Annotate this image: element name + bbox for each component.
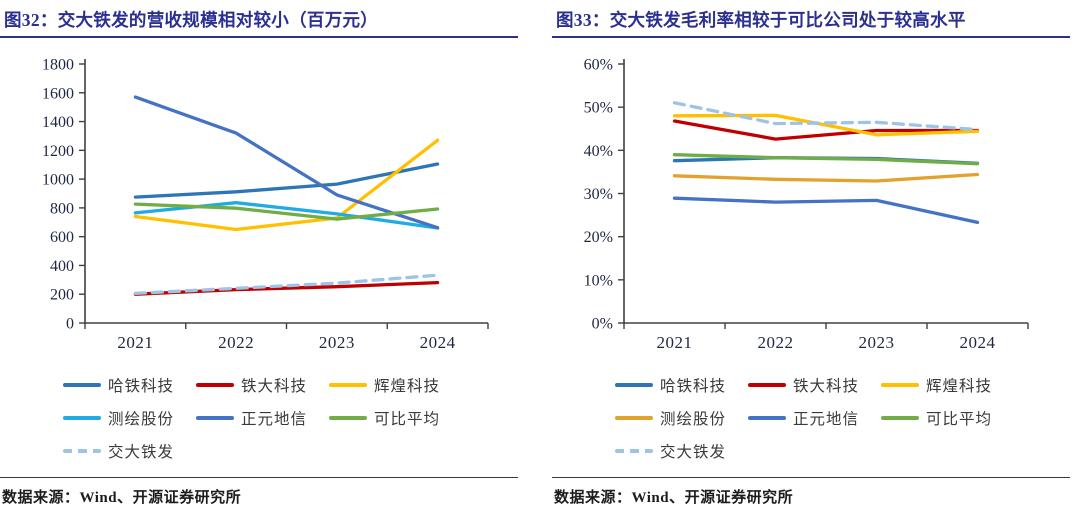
legend-label: 正元地信 <box>241 410 308 428</box>
legend-item: 正元地信 <box>196 401 329 434</box>
series-line <box>133 273 440 296</box>
series-line <box>133 95 440 230</box>
y-axis-tick-label: 40% <box>584 143 613 160</box>
y-axis-tick-label: 20% <box>584 229 613 246</box>
legend-line-swatch <box>329 415 367 420</box>
legend-item: 可比平均 <box>881 401 1014 434</box>
y-axis-tick-label: 10% <box>584 272 613 289</box>
legend-item: 测绘股份 <box>615 401 748 434</box>
legend-label: 测绘股份 <box>108 410 175 428</box>
x-axis-tick-label: 2021 <box>117 333 153 352</box>
legend-item: 交大铁发 <box>63 434 196 467</box>
series-line <box>672 196 980 225</box>
y-axis-tick-label: 60% <box>584 57 613 74</box>
revenue-chart-legend: 哈铁科技 铁大科技 辉煌科技测绘股份 正元地信 可比平均交大铁发 <box>63 368 465 467</box>
series-line <box>672 119 980 141</box>
legend-label: 铁大科技 <box>793 377 860 395</box>
y-axis-tick-label: 1000 <box>42 172 74 189</box>
legend-line-swatch <box>615 382 653 387</box>
series-line <box>672 172 980 183</box>
figure-33-panel: 图33：交大铁发毛利率相较于可比公司处于较高水平 0% 10% 20% 30% 40% 5… <box>540 0 1080 519</box>
revenue-line-chart: 0 200 400 600 800 1000 1200 1400 1600 1800 2021 202… <box>42 57 489 352</box>
legend-label: 铁大科技 <box>241 377 308 395</box>
figure-32-panel: 图32：交大铁发的营收规模相对较小（百万元） 0 200 400 600 800 1000… <box>0 10 518 506</box>
legend-line-swatch <box>329 382 367 387</box>
gross-margin-line-chart: 0% 10% 20% 30% 40% 50% 60% 2021 2022 2023 2024 <box>584 57 1029 352</box>
figure-33-title-rule <box>552 36 1070 38</box>
y-axis-tick-label: 50% <box>584 100 613 117</box>
legend-item: 哈铁科技 <box>63 368 196 401</box>
legend-item: 测绘股份 <box>63 401 196 434</box>
legend-item: 辉煌科技 <box>881 368 1014 401</box>
legend-line-swatch <box>615 415 653 420</box>
series-line <box>133 202 440 221</box>
series-line <box>133 280 440 296</box>
legend-line-swatch <box>881 415 919 420</box>
legend-line-swatch <box>748 382 786 387</box>
legend-item: 哈铁科技 <box>615 368 748 401</box>
legend-label: 可比平均 <box>926 410 993 428</box>
figure-32-title-rule <box>0 36 518 38</box>
y-axis-tick-label: 0% <box>592 316 613 333</box>
legend-label: 哈铁科技 <box>660 377 727 395</box>
y-axis-tick-label: 1800 <box>42 57 74 74</box>
y-axis-tick-label: 30% <box>584 186 613 203</box>
series-line <box>133 138 440 232</box>
y-axis-tick-label: 1200 <box>42 143 74 160</box>
series-line <box>133 162 440 199</box>
legend-line-swatch <box>615 448 653 453</box>
legend-label: 测绘股份 <box>660 410 727 428</box>
legend-item: 可比平均 <box>329 401 462 434</box>
x-axis-tick-label: 2022 <box>758 333 794 352</box>
figure-32-source-rule <box>0 477 518 478</box>
legend-line-swatch <box>63 415 101 420</box>
y-axis-tick-label: 600 <box>50 229 74 246</box>
legend-item: 铁大科技 <box>196 368 329 401</box>
series-line <box>672 113 980 137</box>
series-line <box>672 153 980 166</box>
legend-line-swatch <box>63 448 101 453</box>
y-axis-tick-label: 0 <box>66 316 74 333</box>
legend-item: 正元地信 <box>748 401 881 434</box>
y-axis-tick-label: 800 <box>50 200 74 217</box>
figure-32-data-source: 数据来源：Wind、开源证券研究所 <box>2 490 242 506</box>
y-axis-tick-label: 400 <box>50 258 74 275</box>
x-axis-tick-label: 2022 <box>218 333 254 352</box>
figure-33-title: 图33：交大铁发毛利率相较于可比公司处于较高水平 <box>556 10 966 30</box>
legend-label: 交大铁发 <box>660 443 727 461</box>
legend-line-swatch <box>196 382 234 387</box>
x-axis-tick-label: 2021 <box>657 333 693 352</box>
y-axis-tick-label: 1600 <box>42 85 74 102</box>
x-axis-tick-label: 2023 <box>319 333 355 352</box>
legend-label: 辉煌科技 <box>926 377 993 395</box>
legend-label: 正元地信 <box>793 410 860 428</box>
figure-33-data-source: 数据来源：Wind、开源证券研究所 <box>554 490 794 506</box>
figure-32-title: 图32：交大铁发的营收规模相对较小（百万元） <box>4 10 379 30</box>
x-axis-tick-label: 2024 <box>960 333 996 352</box>
figure-33-source-rule <box>552 477 1070 478</box>
x-axis-tick-label: 2024 <box>420 333 456 352</box>
y-axis-tick-label: 1400 <box>42 114 74 131</box>
legend-label: 可比平均 <box>374 410 441 428</box>
gross-margin-chart-legend: 哈铁科技 铁大科技 辉煌科技测绘股份 正元地信 可比平均交大铁发 <box>615 368 1017 467</box>
legend-line-swatch <box>748 415 786 420</box>
legend-label: 辉煌科技 <box>374 377 441 395</box>
x-axis-tick-label: 2023 <box>859 333 895 352</box>
legend-line-swatch <box>196 415 234 420</box>
legend-item: 辉煌科技 <box>329 368 462 401</box>
legend-label: 哈铁科技 <box>108 377 175 395</box>
y-axis-tick-label: 200 <box>50 287 74 304</box>
legend-item: 交大铁发 <box>615 434 748 467</box>
legend-item: 铁大科技 <box>748 368 881 401</box>
series-line <box>672 101 980 132</box>
legend-line-swatch <box>63 382 101 387</box>
legend-line-swatch <box>881 382 919 387</box>
legend-label: 交大铁发 <box>108 443 175 461</box>
